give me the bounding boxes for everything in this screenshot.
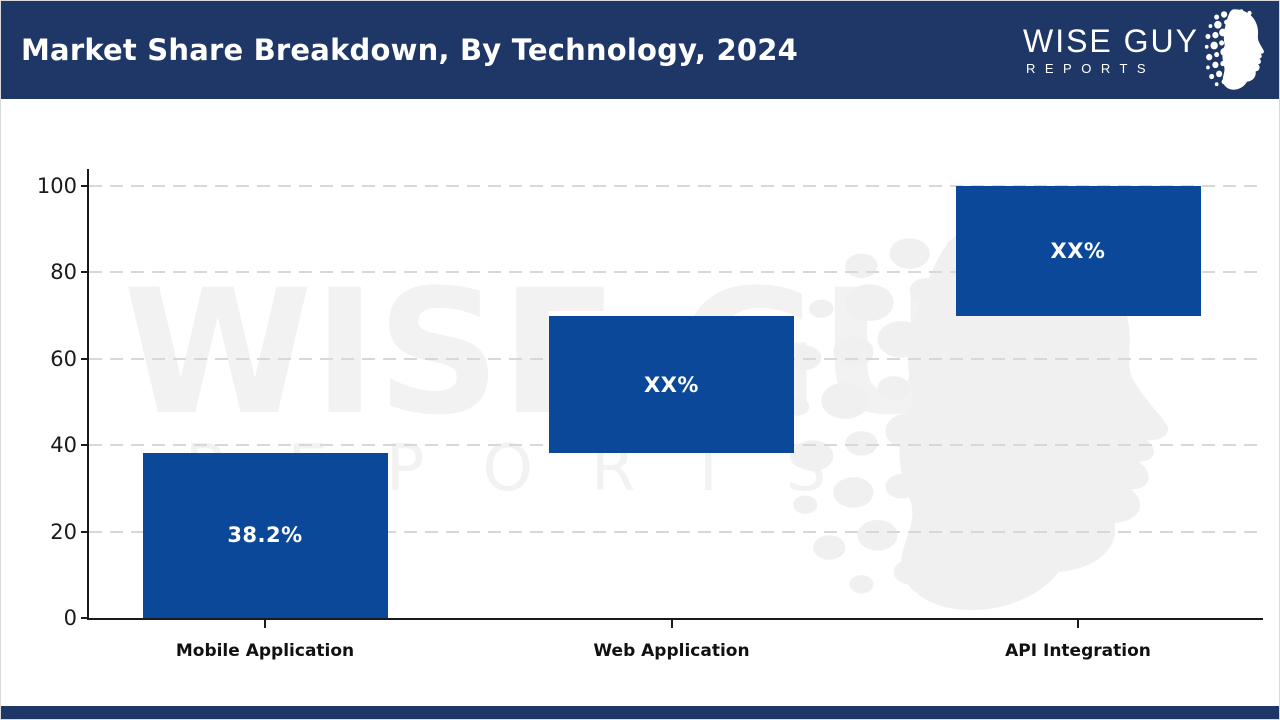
- face-logo-icon: [1204, 9, 1264, 90]
- logo-text: WISE GUY REPORTS: [1023, 25, 1199, 75]
- wise-guy-logo: WISE GUY REPORTS: [1023, 8, 1265, 92]
- header-bar: Market Share Breakdown, By Technology, 2…: [1, 1, 1279, 99]
- y-axis-tick: [81, 271, 89, 274]
- x-axis-category-label: Mobile Application: [175, 641, 355, 661]
- gridline: [89, 271, 1263, 274]
- y-axis-line: [87, 169, 89, 620]
- y-axis-tick-label: 0: [63, 606, 77, 630]
- bar-value-label: XX%: [1050, 239, 1106, 264]
- bar: 38.2%: [142, 452, 388, 618]
- x-axis-line: [87, 618, 1263, 620]
- y-axis-tick-label: 40: [50, 433, 77, 458]
- logo-wiseguy-text: WISE GUY: [1022, 23, 1199, 59]
- x-axis-tick: [264, 620, 266, 628]
- x-axis-category-label: Web Application: [593, 641, 750, 661]
- footer-bar: [1, 706, 1279, 719]
- y-axis-tick: [81, 185, 89, 187]
- bar: XX%: [955, 186, 1201, 317]
- logo-reports-text: REPORTS: [1025, 61, 1156, 76]
- x-axis-tick: [670, 620, 673, 628]
- bar-value-label: XX%: [644, 372, 699, 397]
- gridline: [89, 185, 1263, 187]
- page-title: Market Share Breakdown, By Technology, 2…: [21, 33, 799, 67]
- bar: XX%: [549, 316, 794, 453]
- gridline: [89, 530, 1263, 533]
- y-axis-tick-label: 20: [50, 519, 77, 544]
- x-axis-category-label: API Integration: [1005, 641, 1151, 661]
- y-axis-tick: [81, 357, 89, 360]
- y-axis-tick: [81, 444, 89, 447]
- x-axis-tick: [1077, 620, 1079, 628]
- y-axis-tick: [81, 530, 89, 533]
- y-axis-tick: [81, 617, 89, 619]
- bar-value-label: 38.2%: [227, 523, 303, 548]
- y-axis-tick-label: 60: [50, 346, 77, 371]
- y-axis-tick-label: 80: [50, 260, 77, 285]
- y-axis-tick-label: 100: [36, 174, 77, 198]
